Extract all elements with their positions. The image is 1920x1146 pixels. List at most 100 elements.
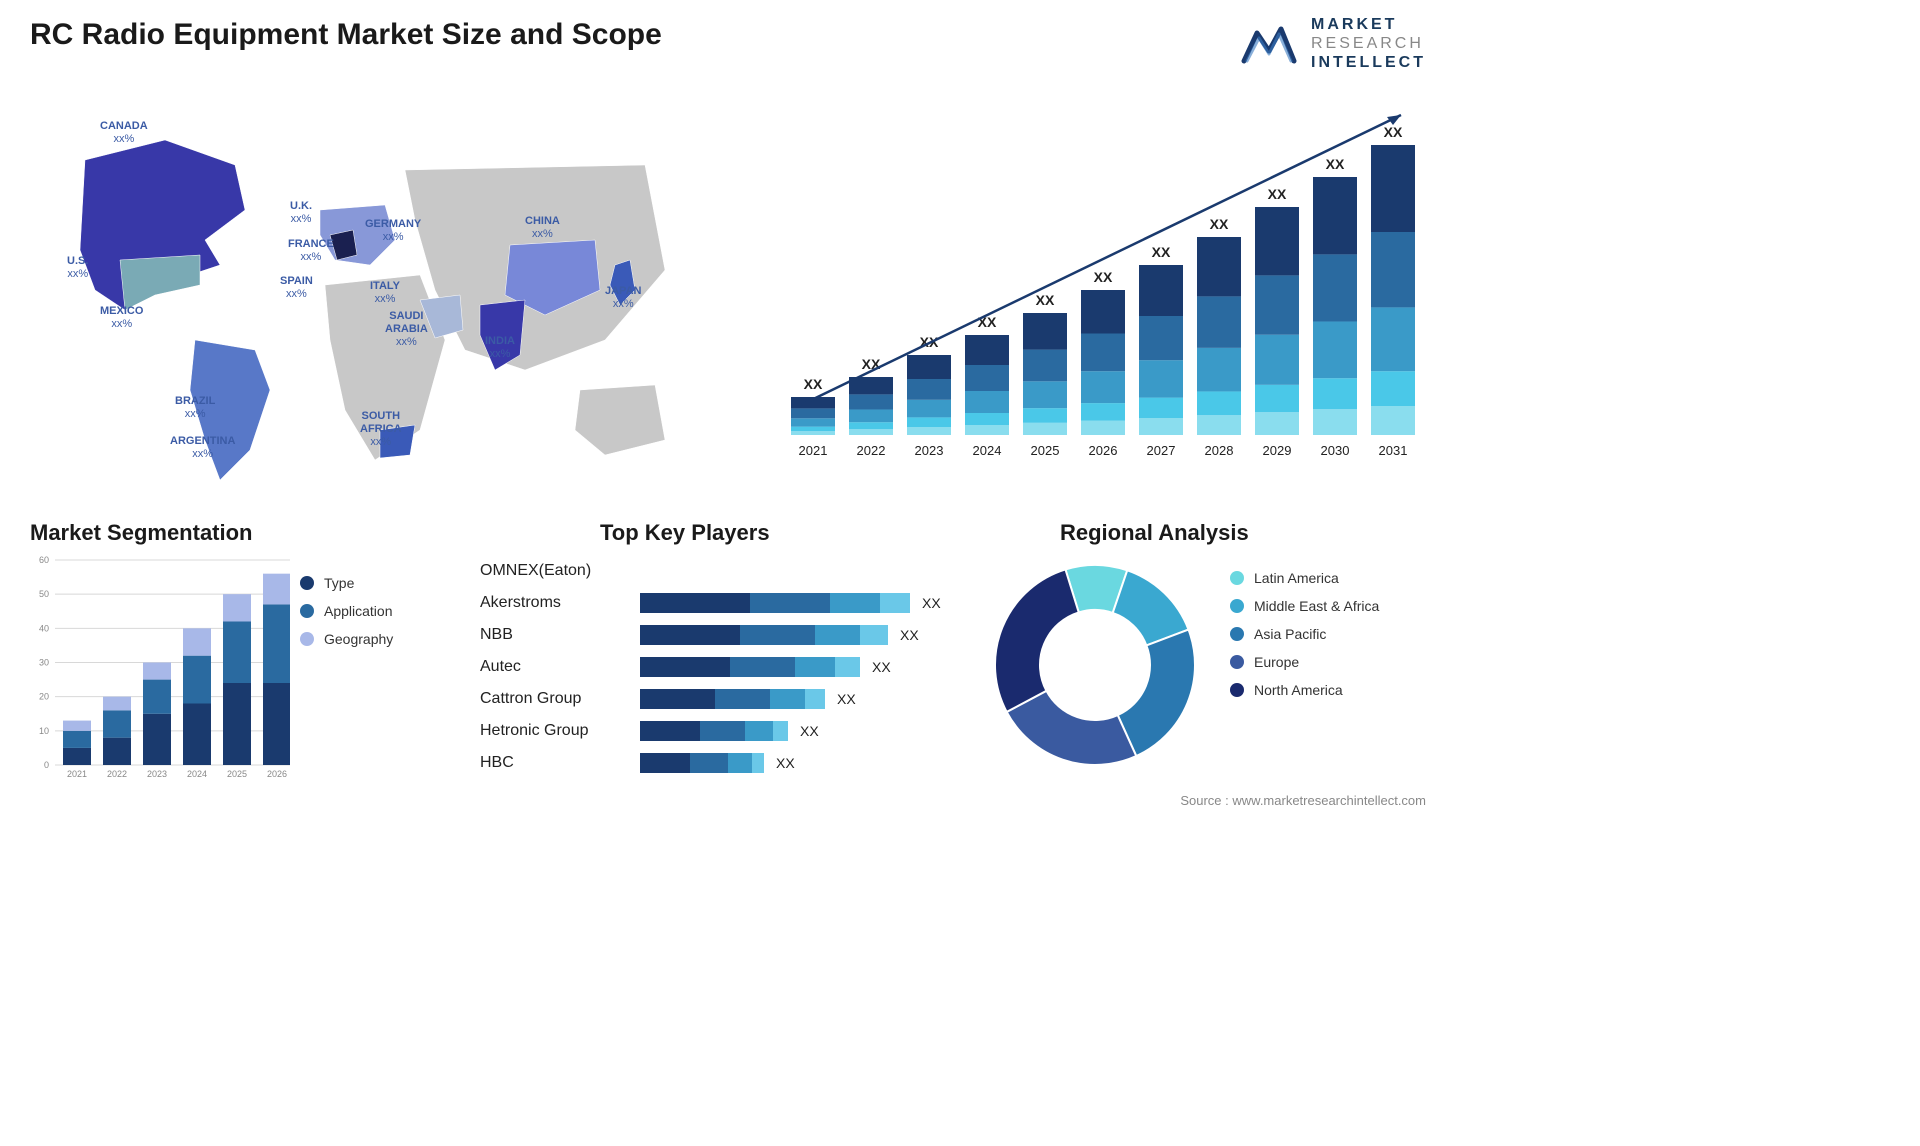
svg-text:2022: 2022 <box>107 769 127 779</box>
player-bar <box>640 657 860 677</box>
player-bar <box>640 721 788 741</box>
legend-label: Type <box>324 575 354 591</box>
svg-text:2022: 2022 <box>857 443 886 458</box>
map-label-argentina: ARGENTINAxx% <box>170 435 235 461</box>
map-label-saudiarabia: SAUDIARABIAxx% <box>385 310 428 350</box>
player-value: XX <box>837 691 856 707</box>
player-bar <box>640 625 888 645</box>
player-bar-seg <box>815 625 860 645</box>
svg-text:2025: 2025 <box>1031 443 1060 458</box>
player-value: XX <box>800 723 819 739</box>
player-name: Akerstroms <box>480 594 640 612</box>
player-bar-seg <box>740 625 815 645</box>
svg-text:XX: XX <box>978 314 997 330</box>
svg-text:2023: 2023 <box>915 443 944 458</box>
svg-text:50: 50 <box>39 589 49 599</box>
logo-line2: RESEARCH <box>1311 35 1424 52</box>
legend-label: Application <box>324 603 393 619</box>
svg-text:2024: 2024 <box>187 769 207 779</box>
player-bar-seg <box>795 657 835 677</box>
svg-text:2031: 2031 <box>1379 443 1408 458</box>
player-bar <box>640 753 764 773</box>
player-row: OMNEX(Eaton) <box>480 555 950 587</box>
svg-text:XX: XX <box>1036 292 1055 308</box>
regional-legend: Latin AmericaMiddle East & AfricaAsia Pa… <box>1230 570 1379 710</box>
svg-text:0: 0 <box>44 760 49 770</box>
player-name: NBB <box>480 626 640 644</box>
svg-text:40: 40 <box>39 623 49 633</box>
svg-text:2030: 2030 <box>1321 443 1350 458</box>
svg-text:XX: XX <box>1210 216 1229 232</box>
legend-dot <box>300 576 314 590</box>
main-bar-chart: XX2021XX2022XX2023XX2024XX2025XX2026XX20… <box>781 105 1421 465</box>
map-label-spain: SPAINxx% <box>280 275 313 301</box>
logo: MARKET RESEARCH INTELLECT <box>1239 15 1426 73</box>
legend-label: Latin America <box>1254 570 1339 586</box>
player-bar-seg <box>715 689 770 709</box>
player-row: Hetronic GroupXX <box>480 715 950 747</box>
svg-text:XX: XX <box>1152 244 1171 260</box>
source-text: Source : www.marketresearchintellect.com <box>1180 793 1426 808</box>
svg-text:2025: 2025 <box>227 769 247 779</box>
seg-svg: 0102030405060202120222023202420252026 <box>30 555 290 785</box>
svg-text:20: 20 <box>39 692 49 702</box>
svg-text:2027: 2027 <box>1147 443 1176 458</box>
key-players: OMNEX(Eaton)AkerstromsXXNBBXXAutecXXCatt… <box>480 555 950 779</box>
legend-label: Asia Pacific <box>1254 626 1326 642</box>
segmentation-chart: 0102030405060202120222023202420252026 <box>30 555 290 785</box>
player-bar-seg <box>730 657 795 677</box>
player-row: HBC XX <box>480 747 950 779</box>
legend-label: North America <box>1254 682 1343 698</box>
main-chart-svg: XX2021XX2022XX2023XX2024XX2025XX2026XX20… <box>781 105 1421 465</box>
player-bar-seg <box>830 593 880 613</box>
svg-text:2021: 2021 <box>799 443 828 458</box>
player-bar-seg <box>700 721 745 741</box>
player-name: HBC <box>480 754 640 772</box>
player-bar-seg <box>640 753 690 773</box>
regional-title: Regional Analysis <box>1060 520 1249 546</box>
player-bar-seg <box>773 721 788 741</box>
seg-legend-geography: Geography <box>300 631 393 647</box>
logo-line1: MARKET <box>1311 16 1397 33</box>
player-bar-seg <box>640 721 700 741</box>
player-bar-seg <box>640 657 730 677</box>
region-legend-item: Latin America <box>1230 570 1379 586</box>
player-bar <box>640 689 825 709</box>
segmentation-title: Market Segmentation <box>30 520 253 546</box>
player-row: AutecXX <box>480 651 950 683</box>
svg-text:XX: XX <box>804 376 823 392</box>
map-label-germany: GERMANYxx% <box>365 218 421 244</box>
world-map: CANADAxx%U.S.xx%MEXICOxx%BRAZILxx%ARGENT… <box>25 90 705 490</box>
player-bar-seg <box>880 593 910 613</box>
player-bar-seg <box>752 753 764 773</box>
player-bar-seg <box>770 689 805 709</box>
legend-dot <box>300 604 314 618</box>
player-bar-seg <box>745 721 773 741</box>
svg-text:XX: XX <box>1326 156 1345 172</box>
map-label-italy: ITALYxx% <box>370 280 400 306</box>
map-label-southafrica: SOUTHAFRICAxx% <box>360 410 402 450</box>
region-legend-item: North America <box>1230 682 1379 698</box>
svg-text:2026: 2026 <box>1089 443 1118 458</box>
legend-dot <box>1230 599 1244 613</box>
svg-text:XX: XX <box>862 356 881 372</box>
region-legend-item: Europe <box>1230 654 1379 670</box>
legend-dot <box>300 632 314 646</box>
svg-text:30: 30 <box>39 658 49 668</box>
player-bar-seg <box>728 753 752 773</box>
svg-text:2029: 2029 <box>1263 443 1292 458</box>
map-label-france: FRANCExx% <box>288 238 334 264</box>
player-bar-seg <box>750 593 830 613</box>
players-title: Top Key Players <box>600 520 770 546</box>
player-name: Autec <box>480 658 640 676</box>
segmentation-legend: Type Application Geography <box>300 575 393 659</box>
donut-chart <box>990 560 1200 770</box>
seg-legend-type: Type <box>300 575 393 591</box>
map-label-uk: U.K.xx% <box>290 200 312 226</box>
player-row: AkerstromsXX <box>480 587 950 619</box>
logo-line3: INTELLECT <box>1311 54 1426 71</box>
player-row: NBBXX <box>480 619 950 651</box>
svg-text:2026: 2026 <box>267 769 287 779</box>
map-label-brazil: BRAZILxx% <box>175 395 215 421</box>
player-value: XX <box>776 755 795 771</box>
